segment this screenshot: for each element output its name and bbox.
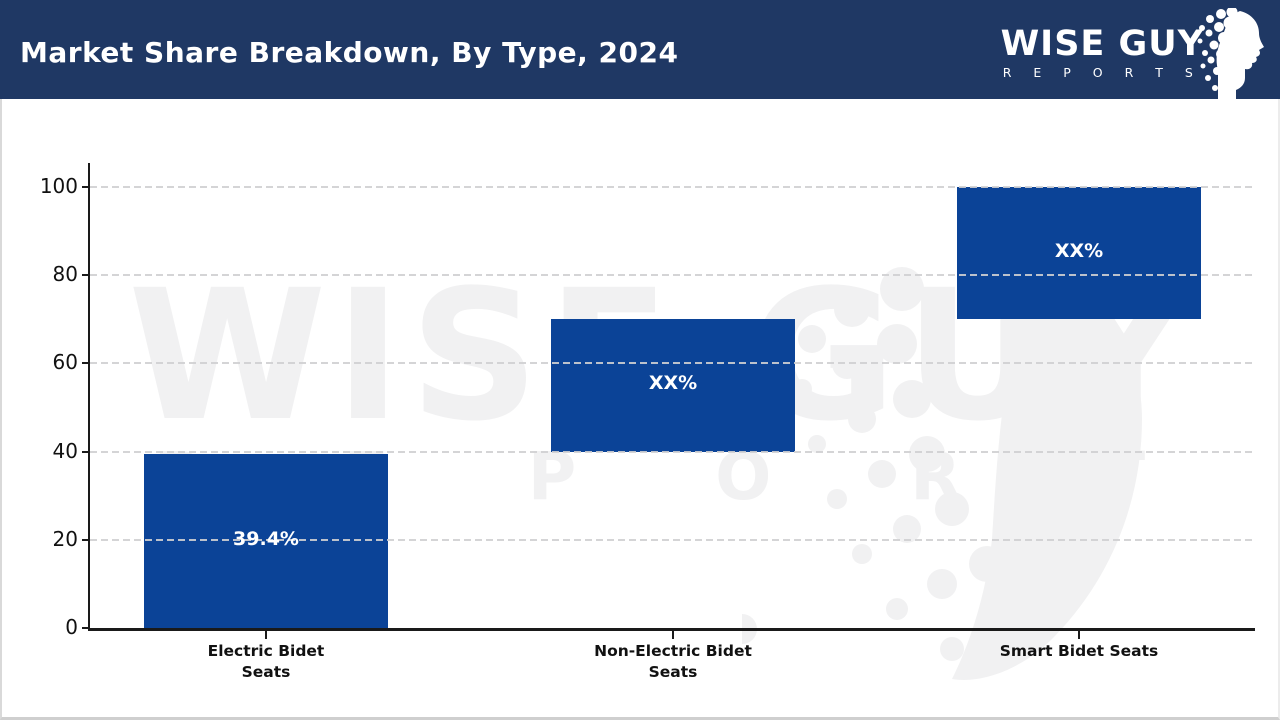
brand-logo-text: WISE GUY R E P O R T S bbox=[1001, 26, 1204, 80]
chart-area: WISE GUY R E P O R T S 39.4% XX% XX% 0 20 40 6… bbox=[0, 99, 1280, 720]
y-axis-line bbox=[88, 163, 90, 631]
x-category-label: Non-Electric Bidet Seats bbox=[594, 642, 752, 681]
bar-value-label: XX% bbox=[1054, 240, 1104, 263]
watermark-face-dots bbox=[742, 267, 1142, 680]
y-tick-mark bbox=[82, 362, 90, 365]
y-tick-label: 100 bbox=[39, 174, 78, 198]
header-bar: Market Share Breakdown, By Type, 2024 WI… bbox=[0, 0, 1280, 100]
bar-3 bbox=[957, 187, 1201, 320]
x-category-label: Electric Bidet Seats bbox=[207, 642, 325, 681]
gridline-100 bbox=[90, 186, 1255, 188]
x-tick-mark bbox=[672, 631, 674, 639]
page-title: Market Share Breakdown, By Type, 2024 bbox=[20, 36, 679, 69]
gridline-40 bbox=[90, 450, 1255, 453]
bar-value-label: 39.4% bbox=[233, 528, 299, 551]
y-tick-mark bbox=[82, 538, 90, 541]
y-tick-mark bbox=[82, 627, 90, 629]
y-tick-mark bbox=[82, 186, 90, 188]
x-tick-mark bbox=[265, 631, 267, 639]
brand-subtitle: R E P O R T S bbox=[1002, 64, 1202, 80]
y-tick-mark bbox=[82, 274, 90, 277]
y-tick-label: 0 bbox=[65, 615, 78, 639]
y-tick-mark bbox=[82, 450, 90, 453]
gridline-60 bbox=[90, 362, 1255, 365]
gridline-80 bbox=[90, 274, 1255, 277]
face-profile-dots-icon bbox=[1197, 8, 1264, 100]
bar-1 bbox=[144, 454, 388, 628]
bar-value-label: XX% bbox=[648, 372, 698, 395]
gridline-20 bbox=[90, 538, 1255, 541]
x-tick-mark bbox=[1078, 631, 1080, 639]
y-tick-label: 80 bbox=[52, 262, 78, 287]
bar-2 bbox=[551, 319, 795, 452]
y-tick-label: 20 bbox=[52, 526, 78, 551]
brand-logo: WISE GUY R E P O R T S bbox=[1001, 6, 1270, 100]
brand-wordmark: WISE GUY bbox=[1000, 24, 1204, 64]
x-category-label: Smart Bidet Seats bbox=[999, 642, 1159, 660]
y-tick-label: 40 bbox=[52, 438, 78, 463]
x-axis-line bbox=[88, 628, 1255, 631]
y-tick-label: 60 bbox=[52, 350, 78, 375]
